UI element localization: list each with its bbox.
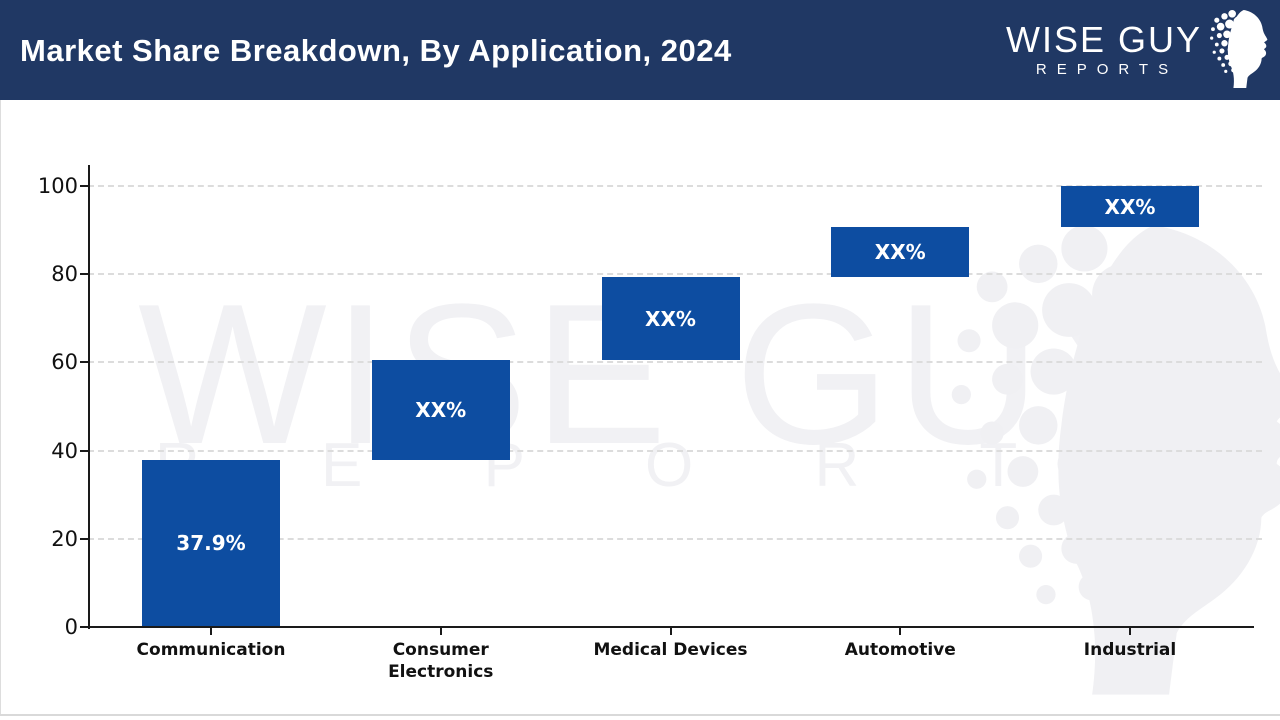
x-tick-mark-industrial xyxy=(1129,627,1131,635)
x-tick-mark-automotive xyxy=(899,627,902,635)
bar-automotive: XX% xyxy=(831,227,970,278)
x-category-label-automotive: Automotive xyxy=(844,640,956,660)
y-tick-mark-40 xyxy=(80,449,88,452)
y-tick-label-20: 20 xyxy=(51,526,78,551)
y-tick-label-0: 0 xyxy=(64,615,78,639)
y-tick-mark-60 xyxy=(80,361,88,364)
x-tick-mark-communication xyxy=(210,627,212,635)
y-tick-label-80: 80 xyxy=(51,262,78,287)
page-title: Market Share Breakdown, By Application, … xyxy=(20,33,732,68)
x-tick-mark-consumer-electronics xyxy=(439,627,442,635)
x-category-label-communication: Communication xyxy=(136,640,286,660)
page-bottom-border xyxy=(0,714,1280,716)
bar-consumer-electronics: XX% xyxy=(371,359,510,460)
bar-value-label-medical-devices: XX% xyxy=(645,306,696,331)
bar-value-label-communication: 37.9% xyxy=(176,531,246,556)
logo-wordmark: WISE GUY xyxy=(1005,18,1202,60)
bar-industrial: XX% xyxy=(1061,186,1199,228)
logo-subtitle: REPORTS xyxy=(1035,61,1179,79)
y-tick-mark-80 xyxy=(80,273,88,276)
logo-text: WISE GUY REPORTS xyxy=(1006,20,1202,79)
bar-communication: 37.9% xyxy=(142,459,280,627)
y-tick-label-60: 60 xyxy=(51,350,78,375)
gridline-80 xyxy=(88,273,1262,276)
y-tick-mark-20 xyxy=(80,537,88,540)
bar-value-label-industrial: XX% xyxy=(1104,194,1156,219)
header-bar: Market Share Breakdown, By Application, … xyxy=(0,0,1280,100)
gridline-20 xyxy=(88,537,1262,540)
gridline-100 xyxy=(88,185,1262,187)
x-category-label-industrial: Industrial xyxy=(1083,640,1177,660)
x-category-label-medical-devices: Medical Devices xyxy=(593,640,748,660)
y-axis-line xyxy=(88,165,90,629)
bar-value-label-consumer-electronics: XX% xyxy=(415,397,467,422)
wiseguy-logo: WISE GUY REPORTS xyxy=(1006,6,1268,92)
y-tick-label-40: 40 xyxy=(51,438,78,463)
gridline-40 xyxy=(88,449,1262,452)
y-tick-mark-100 xyxy=(80,185,88,187)
bar-medical-devices: XX% xyxy=(601,277,740,360)
bar-value-label-automotive: XX% xyxy=(874,240,926,265)
x-tick-mark-medical-devices xyxy=(669,627,672,635)
y-tick-mark-0 xyxy=(80,626,88,628)
x-category-label-consumer-electronics: Consumer Electronics xyxy=(388,640,494,683)
page-left-border xyxy=(0,100,1,715)
gridline-60 xyxy=(88,361,1262,364)
y-tick-label-100: 100 xyxy=(37,174,78,198)
